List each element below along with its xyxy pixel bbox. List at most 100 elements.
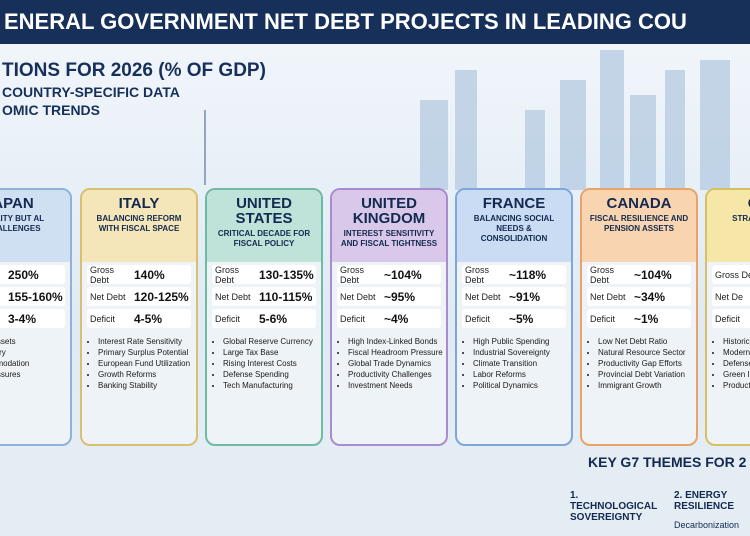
row-label: Deficit bbox=[715, 313, 741, 324]
debt-row: Net Debt ~95% bbox=[337, 287, 441, 306]
card-header: UNITED STATES CRITICAL DECADE FOR FISCAL … bbox=[207, 190, 321, 262]
bullet: hic Pressures bbox=[0, 369, 70, 380]
bullet-list: Low Net Debt RatioNatural Resource Secto… bbox=[582, 336, 696, 391]
card-subtitle: ABILITY BUT AL CHALLENGES bbox=[0, 214, 45, 233]
bullet: Industrial Sovereignty bbox=[473, 347, 571, 358]
row-value: 120-125% bbox=[134, 289, 189, 304]
country-card: GER STRAT TOWARD Gross Deb Net De Deficit His… bbox=[705, 188, 750, 446]
bullet: Political Dynamics bbox=[473, 380, 571, 391]
row-label: Gross Debt bbox=[90, 264, 115, 285]
card-subtitle: STRAT TOWARD bbox=[732, 214, 750, 223]
row-label: Deficit bbox=[340, 313, 366, 324]
debt-row: Net De bbox=[712, 287, 750, 306]
card-subtitle: CRITICAL DECADE FOR FISCAL POLICY bbox=[217, 229, 311, 248]
bullet-list: ernal Assetsry HistoryAccommodationhic P… bbox=[0, 336, 70, 391]
bullet: Green Inf bbox=[723, 369, 750, 380]
card-subtitle: BALANCING REFORM WITH FISCAL SPACE bbox=[96, 214, 182, 233]
card-title: ITALY bbox=[118, 195, 160, 212]
subtitle: TIONS FOR 2026 (% OF GDP) bbox=[2, 60, 266, 81]
row-label: Net Debt bbox=[340, 291, 376, 302]
row-label: Net Debt bbox=[465, 291, 501, 302]
debt-row: Gross Debt ~104% bbox=[337, 265, 441, 285]
theme: 1. TECHNOLOGICAL SOVEREIGNTY bbox=[570, 490, 658, 523]
bullet: Labor Reforms bbox=[473, 369, 571, 380]
row-value: ~104% bbox=[634, 267, 672, 282]
row-label: Gross Deb bbox=[715, 269, 750, 280]
bullet: High Index-Linked Bonds bbox=[348, 336, 446, 347]
debt-row: Deficit ~5% bbox=[462, 309, 566, 328]
row-value: 155-160% bbox=[8, 289, 63, 304]
bullet: Interest Rate Sensitivity bbox=[98, 336, 196, 347]
bullet: Large Tax Base bbox=[223, 347, 321, 358]
card-header: GER STRAT TOWARD bbox=[707, 190, 750, 262]
row-value: 140% bbox=[134, 267, 165, 282]
card-header: CANADA FISCAL RESILIENCE AND PENSION ASSE… bbox=[582, 190, 696, 262]
row-label: Gross Debt bbox=[465, 264, 490, 285]
debt-row: 3-4% bbox=[0, 309, 65, 328]
debt-row: Gross Debt ~104% bbox=[587, 265, 691, 285]
theme: 2. ENERGY RESILIENCE bbox=[674, 490, 735, 512]
row-value: 3-4% bbox=[8, 311, 37, 326]
card-subtitle: FISCAL RESILIENCE AND PENSION ASSETS bbox=[589, 214, 689, 233]
row-value: 110-115% bbox=[259, 289, 313, 304]
bullet: Tech Manufacturing bbox=[223, 380, 321, 391]
bullet: Defense E bbox=[723, 358, 750, 369]
row-value: 5-6% bbox=[259, 311, 288, 326]
debt-row: Deficit 4-5% bbox=[87, 309, 191, 328]
theme-note: Decarbonization bbox=[674, 520, 740, 530]
bullet: Modernizi bbox=[723, 347, 750, 358]
row-label: Deficit bbox=[90, 313, 116, 324]
country-card: APAN ABILITY BUT AL CHALLENGES approx250% 1… bbox=[0, 188, 72, 446]
bullet: Productivity Challenges bbox=[348, 369, 446, 380]
debt-row: Net Debt 120-125% bbox=[87, 287, 191, 306]
debt-row: Net Debt ~34% bbox=[587, 287, 691, 306]
themes: KEY G7 THEMES FOR 2 1. TECHNOLOGICAL SOV… bbox=[570, 454, 750, 536]
row-label: Gross Debt bbox=[215, 264, 240, 285]
card-title: UNITED KINGDOM bbox=[352, 195, 426, 227]
country-card: ITALY BALANCING REFORM WITH FISCAL SPACE G… bbox=[80, 188, 198, 446]
country-card: CANADA FISCAL RESILIENCE AND PENSION ASSE… bbox=[580, 188, 698, 446]
row-label: Net Debt bbox=[215, 291, 251, 302]
row-value: ~118% bbox=[509, 267, 547, 282]
debt-row: Deficit 5-6% bbox=[212, 309, 316, 328]
debt-row: 155-160% bbox=[0, 287, 65, 306]
themes-title: KEY G7 THEMES FOR 2 bbox=[588, 454, 747, 470]
bullet: Low Net Debt Ratio bbox=[598, 336, 696, 347]
debt-row: Gross Debt 140% bbox=[87, 264, 191, 285]
bullet-list: Interest Rate SensitivityPrimary Surplus… bbox=[82, 336, 196, 391]
bullet: European Fund Utilization bbox=[98, 358, 196, 369]
bullet: Global Reserve Currency bbox=[223, 336, 321, 347]
row-value: ~95% bbox=[384, 289, 416, 304]
debt-row: Deficit ~4% bbox=[337, 309, 441, 328]
debt-row: Net Debt 110-115% bbox=[212, 287, 316, 306]
card-subtitle: INTEREST SENSITIVITY AND FISCAL TIGHTNES… bbox=[340, 229, 438, 248]
country-card: FRANCE BALANCING SOCIAL NEEDS & CONSOLIDA… bbox=[455, 188, 573, 446]
row-value: ~104% bbox=[384, 267, 422, 282]
row-label: Deficit bbox=[590, 313, 616, 324]
row-label: Net Debt bbox=[90, 291, 126, 302]
bullet: ry History bbox=[0, 347, 70, 358]
debt-row: approx250% bbox=[0, 265, 65, 284]
bullet: Rising Interest Costs bbox=[223, 358, 321, 369]
bullet-list: High Public SpendingIndustrial Sovereign… bbox=[457, 336, 571, 391]
bullet: High Public Spending bbox=[473, 336, 571, 347]
bullet: Investment Needs bbox=[348, 380, 446, 391]
row-label: Deficit bbox=[465, 313, 491, 324]
bullet-list: Global Reserve CurrencyLarge Tax BaseRis… bbox=[207, 336, 321, 391]
row-value: 250% bbox=[8, 267, 39, 282]
debt-row: Gross Debt 130-135% bbox=[212, 264, 316, 285]
bullet-list: High Index-Linked BondsFiscal Headroom P… bbox=[332, 336, 446, 391]
country-card: UNITED STATES CRITICAL DECADE FOR FISCAL … bbox=[205, 188, 323, 446]
header-title: ENERAL GOVERNMENT NET DEBT PROJECTS IN L… bbox=[0, 0, 750, 44]
card-title: CANADA bbox=[606, 195, 672, 212]
debt-row: Deficit ~1% bbox=[587, 309, 691, 328]
row-label: Net De bbox=[715, 291, 744, 302]
card-title: APAN bbox=[0, 195, 34, 212]
card-title: GER bbox=[707, 196, 750, 211]
row-value: 4-5% bbox=[134, 311, 163, 326]
debt-row: Deficit bbox=[712, 309, 750, 328]
bullet: Immigrant Growth bbox=[598, 380, 696, 391]
subtitle-line: OMIC TRENDS bbox=[2, 102, 100, 118]
